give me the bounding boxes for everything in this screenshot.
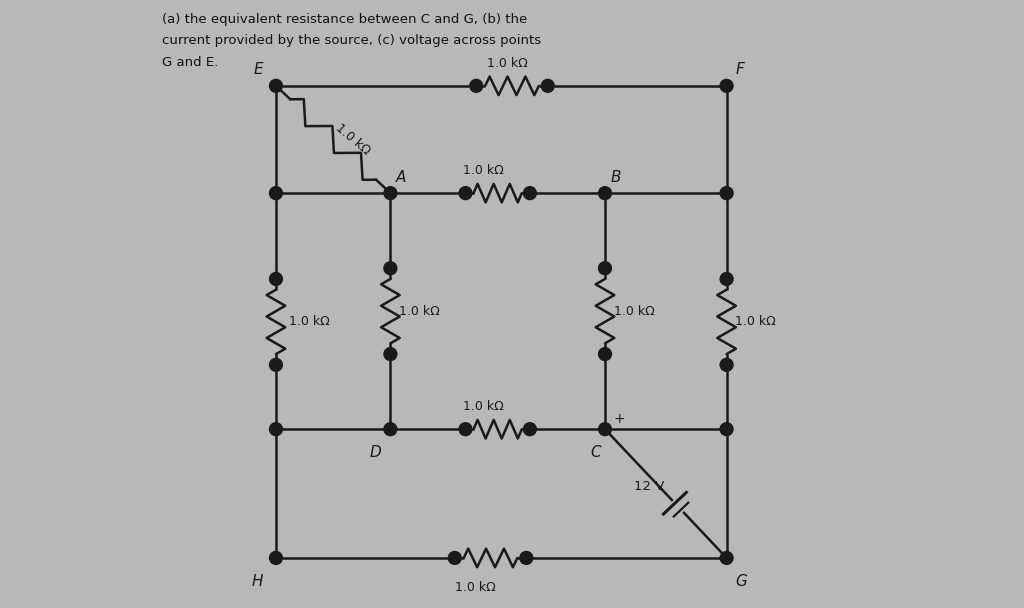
Circle shape bbox=[599, 262, 611, 275]
Text: E: E bbox=[254, 62, 263, 77]
Circle shape bbox=[720, 423, 733, 435]
Circle shape bbox=[599, 423, 611, 435]
Circle shape bbox=[269, 551, 283, 564]
Circle shape bbox=[384, 348, 397, 361]
Text: F: F bbox=[735, 62, 743, 77]
Text: 1.0 kΩ: 1.0 kΩ bbox=[463, 164, 504, 178]
Text: B: B bbox=[610, 170, 622, 185]
Circle shape bbox=[720, 551, 733, 564]
Text: C: C bbox=[591, 445, 601, 460]
Text: 1.0 kΩ: 1.0 kΩ bbox=[289, 316, 330, 328]
Circle shape bbox=[459, 187, 472, 199]
Text: +: + bbox=[613, 412, 626, 426]
Circle shape bbox=[459, 423, 472, 435]
Text: A: A bbox=[396, 170, 407, 185]
Text: (a) the equivalent resistance between C and G, (b) the: (a) the equivalent resistance between C … bbox=[162, 13, 526, 26]
Text: current provided by the source, (c) voltage across points: current provided by the source, (c) volt… bbox=[162, 34, 541, 47]
Text: 1.0 kΩ: 1.0 kΩ bbox=[333, 122, 373, 157]
Circle shape bbox=[542, 80, 554, 92]
Circle shape bbox=[269, 358, 283, 371]
Circle shape bbox=[523, 423, 537, 435]
Text: 1.0 kΩ: 1.0 kΩ bbox=[463, 401, 504, 413]
Text: 1.0 kΩ: 1.0 kΩ bbox=[735, 316, 776, 328]
Circle shape bbox=[520, 551, 532, 564]
Circle shape bbox=[720, 272, 733, 285]
Text: 1.0 kΩ: 1.0 kΩ bbox=[613, 305, 654, 317]
Text: 1.0 kΩ: 1.0 kΩ bbox=[455, 581, 496, 594]
Circle shape bbox=[720, 80, 733, 92]
Circle shape bbox=[523, 187, 537, 199]
Text: D: D bbox=[370, 445, 382, 460]
Text: 1.0 kΩ: 1.0 kΩ bbox=[399, 305, 439, 317]
Circle shape bbox=[384, 423, 397, 435]
Circle shape bbox=[599, 348, 611, 361]
Circle shape bbox=[720, 187, 733, 199]
Text: 12 V: 12 V bbox=[634, 480, 664, 493]
Text: H: H bbox=[252, 574, 263, 589]
Text: G: G bbox=[735, 574, 748, 589]
Circle shape bbox=[384, 187, 397, 199]
Circle shape bbox=[720, 358, 733, 371]
Circle shape bbox=[269, 423, 283, 435]
Circle shape bbox=[449, 551, 461, 564]
Circle shape bbox=[599, 187, 611, 199]
Text: G and E.: G and E. bbox=[162, 56, 218, 69]
Circle shape bbox=[269, 80, 283, 92]
Circle shape bbox=[384, 262, 397, 275]
Circle shape bbox=[269, 272, 283, 285]
Circle shape bbox=[470, 80, 482, 92]
Text: 1.0 kΩ: 1.0 kΩ bbox=[487, 57, 527, 70]
Circle shape bbox=[269, 187, 283, 199]
